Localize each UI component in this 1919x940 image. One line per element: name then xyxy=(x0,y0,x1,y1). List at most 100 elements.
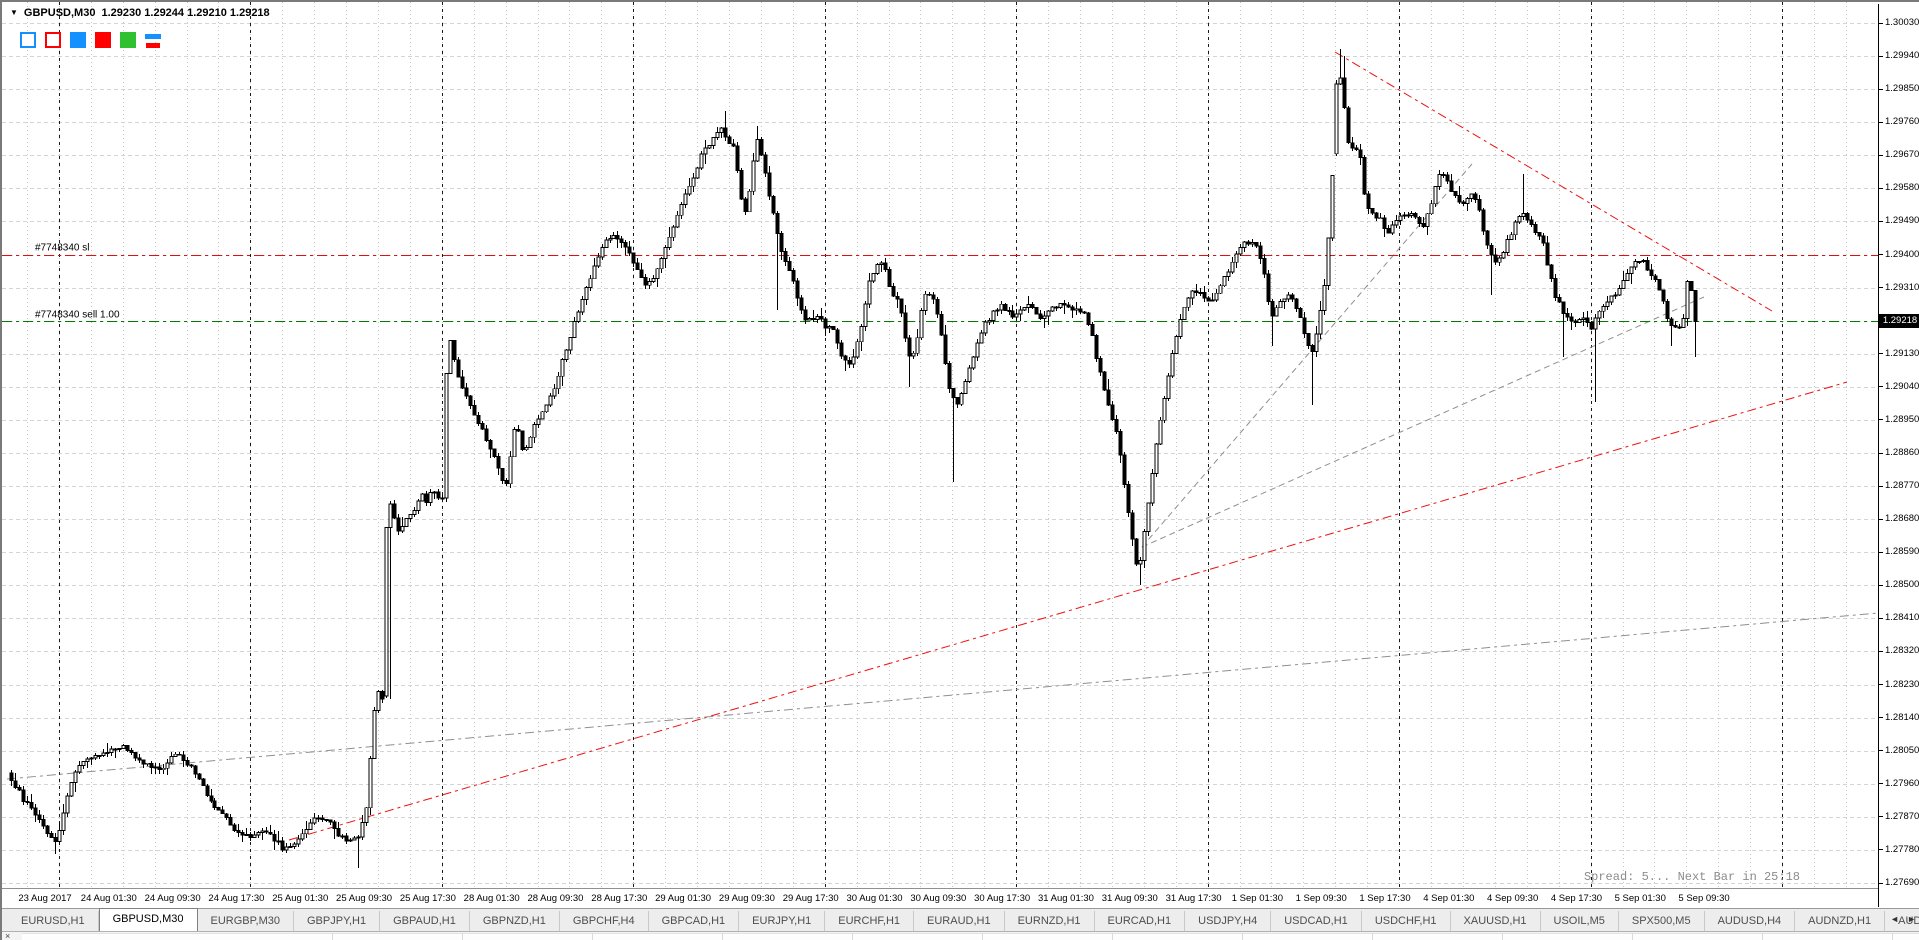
quote-ohlc: 1.29230 1.29244 1.29210 1.29218 xyxy=(101,7,270,19)
price-tick xyxy=(1879,452,1883,454)
time-axis-label: 29 Aug 09:30 xyxy=(718,893,775,904)
tab-eurchf-h1[interactable]: EURCHF,H1 xyxy=(825,911,915,931)
price-axis-label: 1.29490 xyxy=(1885,215,1919,227)
square-outline-blue-icon[interactable] xyxy=(20,32,36,48)
time-axis-label: 30 Aug 09:30 xyxy=(910,893,967,904)
tab-xauusd-h1[interactable]: XAUUSD,H1 xyxy=(1451,911,1541,931)
square-green-icon[interactable] xyxy=(120,32,136,48)
price-tick xyxy=(1879,650,1883,652)
time-axis-label: 28 Aug 01:30 xyxy=(463,893,520,904)
price-axis-label: 1.29130 xyxy=(1885,347,1919,359)
tab-eurgbp-m30[interactable]: EURGBP,M30 xyxy=(198,911,294,931)
price-axis-label: 1.27690 xyxy=(1885,877,1919,888)
price-axis-line xyxy=(1878,4,1879,907)
time-axis-label: 24 Aug 09:30 xyxy=(144,893,201,904)
price-axis[interactable]: 1.29218 1.30030 1.29940 1.29850 1.29760 1.29… xyxy=(1878,2,1919,908)
trend-lines[interactable] xyxy=(6,51,1878,841)
price-tick xyxy=(1879,254,1883,256)
square-red-icon[interactable] xyxy=(95,32,111,48)
tab-usdcad-h1[interactable]: USDCAD,H1 xyxy=(1271,911,1362,931)
panel-column-separator xyxy=(462,933,463,940)
price-tick xyxy=(1879,187,1883,189)
price-tick xyxy=(1879,55,1883,57)
sell-order-line-label: #7748340 sell 1.00 xyxy=(35,309,120,320)
square-outline-red-icon[interactable] xyxy=(45,32,61,48)
time-axis-label: 5 Sep 09:30 xyxy=(1678,893,1730,904)
tab-usdchf-h1[interactable]: USDCHF,H1 xyxy=(1362,911,1451,931)
tab-eurjpy-h1[interactable]: EURJPY,H1 xyxy=(739,911,826,931)
short-gray-support[interactable] xyxy=(1141,296,1705,548)
tab-gbpnzd-h1[interactable]: GBPNZD,H1 xyxy=(470,911,560,931)
panel-column-separator xyxy=(1632,933,1633,940)
price-axis-label: 1.28860 xyxy=(1885,447,1919,458)
tab-audcad-daily[interactable]: AUDCAD,Daily xyxy=(1885,911,1919,931)
tab-eurusd-h1[interactable]: EURUSD,H1 xyxy=(8,911,99,931)
tab-usoil-m5[interactable]: USOIL,M5 xyxy=(1541,911,1619,931)
spread-next-bar-label: Spread: 5... Next Bar in 25:18 xyxy=(1583,870,1800,884)
price-axis-label: 1.28950 xyxy=(1885,413,1919,425)
time-axis-label: 24 Aug 01:30 xyxy=(80,893,137,904)
time-axis-label: 25 Aug 01:30 xyxy=(272,893,329,904)
panel-column-separator xyxy=(1762,933,1763,940)
price-axis-label: 1.27960 xyxy=(1885,777,1919,789)
panel-column-separator xyxy=(722,933,723,940)
time-axis-label: 30 Aug 01:30 xyxy=(846,893,903,904)
candles xyxy=(9,49,1698,868)
candle-wicks xyxy=(11,49,1696,868)
chevron-down-icon[interactable]: ▼ xyxy=(10,7,18,17)
terminal-panel-edge: × xyxy=(2,931,1919,940)
tab-audnzd-h1[interactable]: AUDNZD,H1 xyxy=(1795,911,1886,931)
price-tick xyxy=(1879,386,1883,388)
tab-usdjpy-h4[interactable]: USDJPY,H4 xyxy=(1185,911,1272,931)
bars-blue-red-icon[interactable] xyxy=(145,32,161,48)
candlestick-chart[interactable]: #7748340 sl #7748340 sell 1.00 xyxy=(2,2,1878,888)
price-axis-label: 1.28500 xyxy=(1885,579,1919,591)
falling-resistance-red[interactable] xyxy=(1334,51,1773,312)
tab-audusd-h4[interactable]: AUDUSD,H4 xyxy=(1705,911,1796,931)
price-tick xyxy=(1879,220,1883,222)
price-tick xyxy=(1879,287,1883,289)
chart-plot-area[interactable]: #7748340 sl #7748340 sell 1.00 ▼ GBPUSD,M3… xyxy=(2,2,1878,888)
tab-gbpcad-h1[interactable]: GBPCAD,H1 xyxy=(649,911,740,931)
tab-gbpaud-h1[interactable]: GBPAUD,H1 xyxy=(380,911,470,931)
tab-euraud-h1[interactable]: EURAUD,H1 xyxy=(914,911,1005,931)
price-tick xyxy=(1879,849,1883,851)
price-axis-label: 1.29850 xyxy=(1885,83,1919,95)
price-axis-label: 1.28140 xyxy=(1885,711,1919,723)
tab-eurnzd-h1[interactable]: EURNZD,H1 xyxy=(1005,911,1095,931)
tab-gbpchf-h4[interactable]: GBPCHF,H4 xyxy=(560,911,649,931)
price-axis-label: 1.29760 xyxy=(1885,116,1919,128)
price-tick xyxy=(1879,783,1883,785)
price-tick xyxy=(1879,584,1883,586)
steep-gray-trend[interactable] xyxy=(1141,163,1473,548)
terminal-panel-field xyxy=(22,933,1919,940)
time-axis[interactable]: 23 Aug 2017 24 Aug 01:30 24 Aug 09:30 24 Au… xyxy=(2,888,1878,909)
tab-eurcad-h1[interactable]: EURCAD,H1 xyxy=(1095,911,1186,931)
tab-scroll-nav: ◄ ► xyxy=(1890,912,1916,926)
time-axis-label: 31 Aug 01:30 xyxy=(1037,893,1094,904)
price-tick xyxy=(1879,485,1883,487)
tab-scroll-left-icon[interactable]: ◄ xyxy=(1890,914,1900,924)
square-blue-icon[interactable] xyxy=(70,32,86,48)
tab-scroll-right-icon[interactable]: ► xyxy=(1907,914,1916,924)
time-axis-label: 25 Aug 17:30 xyxy=(399,893,456,904)
grid xyxy=(2,2,1878,888)
tab-gbpusd-m30[interactable]: GBPUSD,M30 xyxy=(98,908,198,931)
rising-support-red[interactable] xyxy=(288,381,1848,841)
tab-spx500-m5[interactable]: SPX500,M5 xyxy=(1619,911,1705,931)
day-separators xyxy=(59,2,1783,888)
price-axis-label: 1.29670 xyxy=(1885,149,1919,161)
panel-column-separator xyxy=(332,933,333,940)
price-tick xyxy=(1879,88,1883,90)
price-tick xyxy=(1879,121,1883,123)
long-gray-channel[interactable] xyxy=(6,612,1878,780)
panel-column-separator xyxy=(982,933,983,940)
price-tick xyxy=(1879,717,1883,719)
price-axis-label: 1.28230 xyxy=(1885,678,1919,690)
price-tick xyxy=(1879,419,1883,421)
price-axis-label: 1.27780 xyxy=(1885,843,1919,855)
tab-gbpjpy-h1[interactable]: GBPJPY,H1 xyxy=(294,911,381,931)
price-tick xyxy=(1879,684,1883,686)
price-axis-label: 1.28680 xyxy=(1885,513,1919,525)
close-icon[interactable]: × xyxy=(5,931,11,940)
